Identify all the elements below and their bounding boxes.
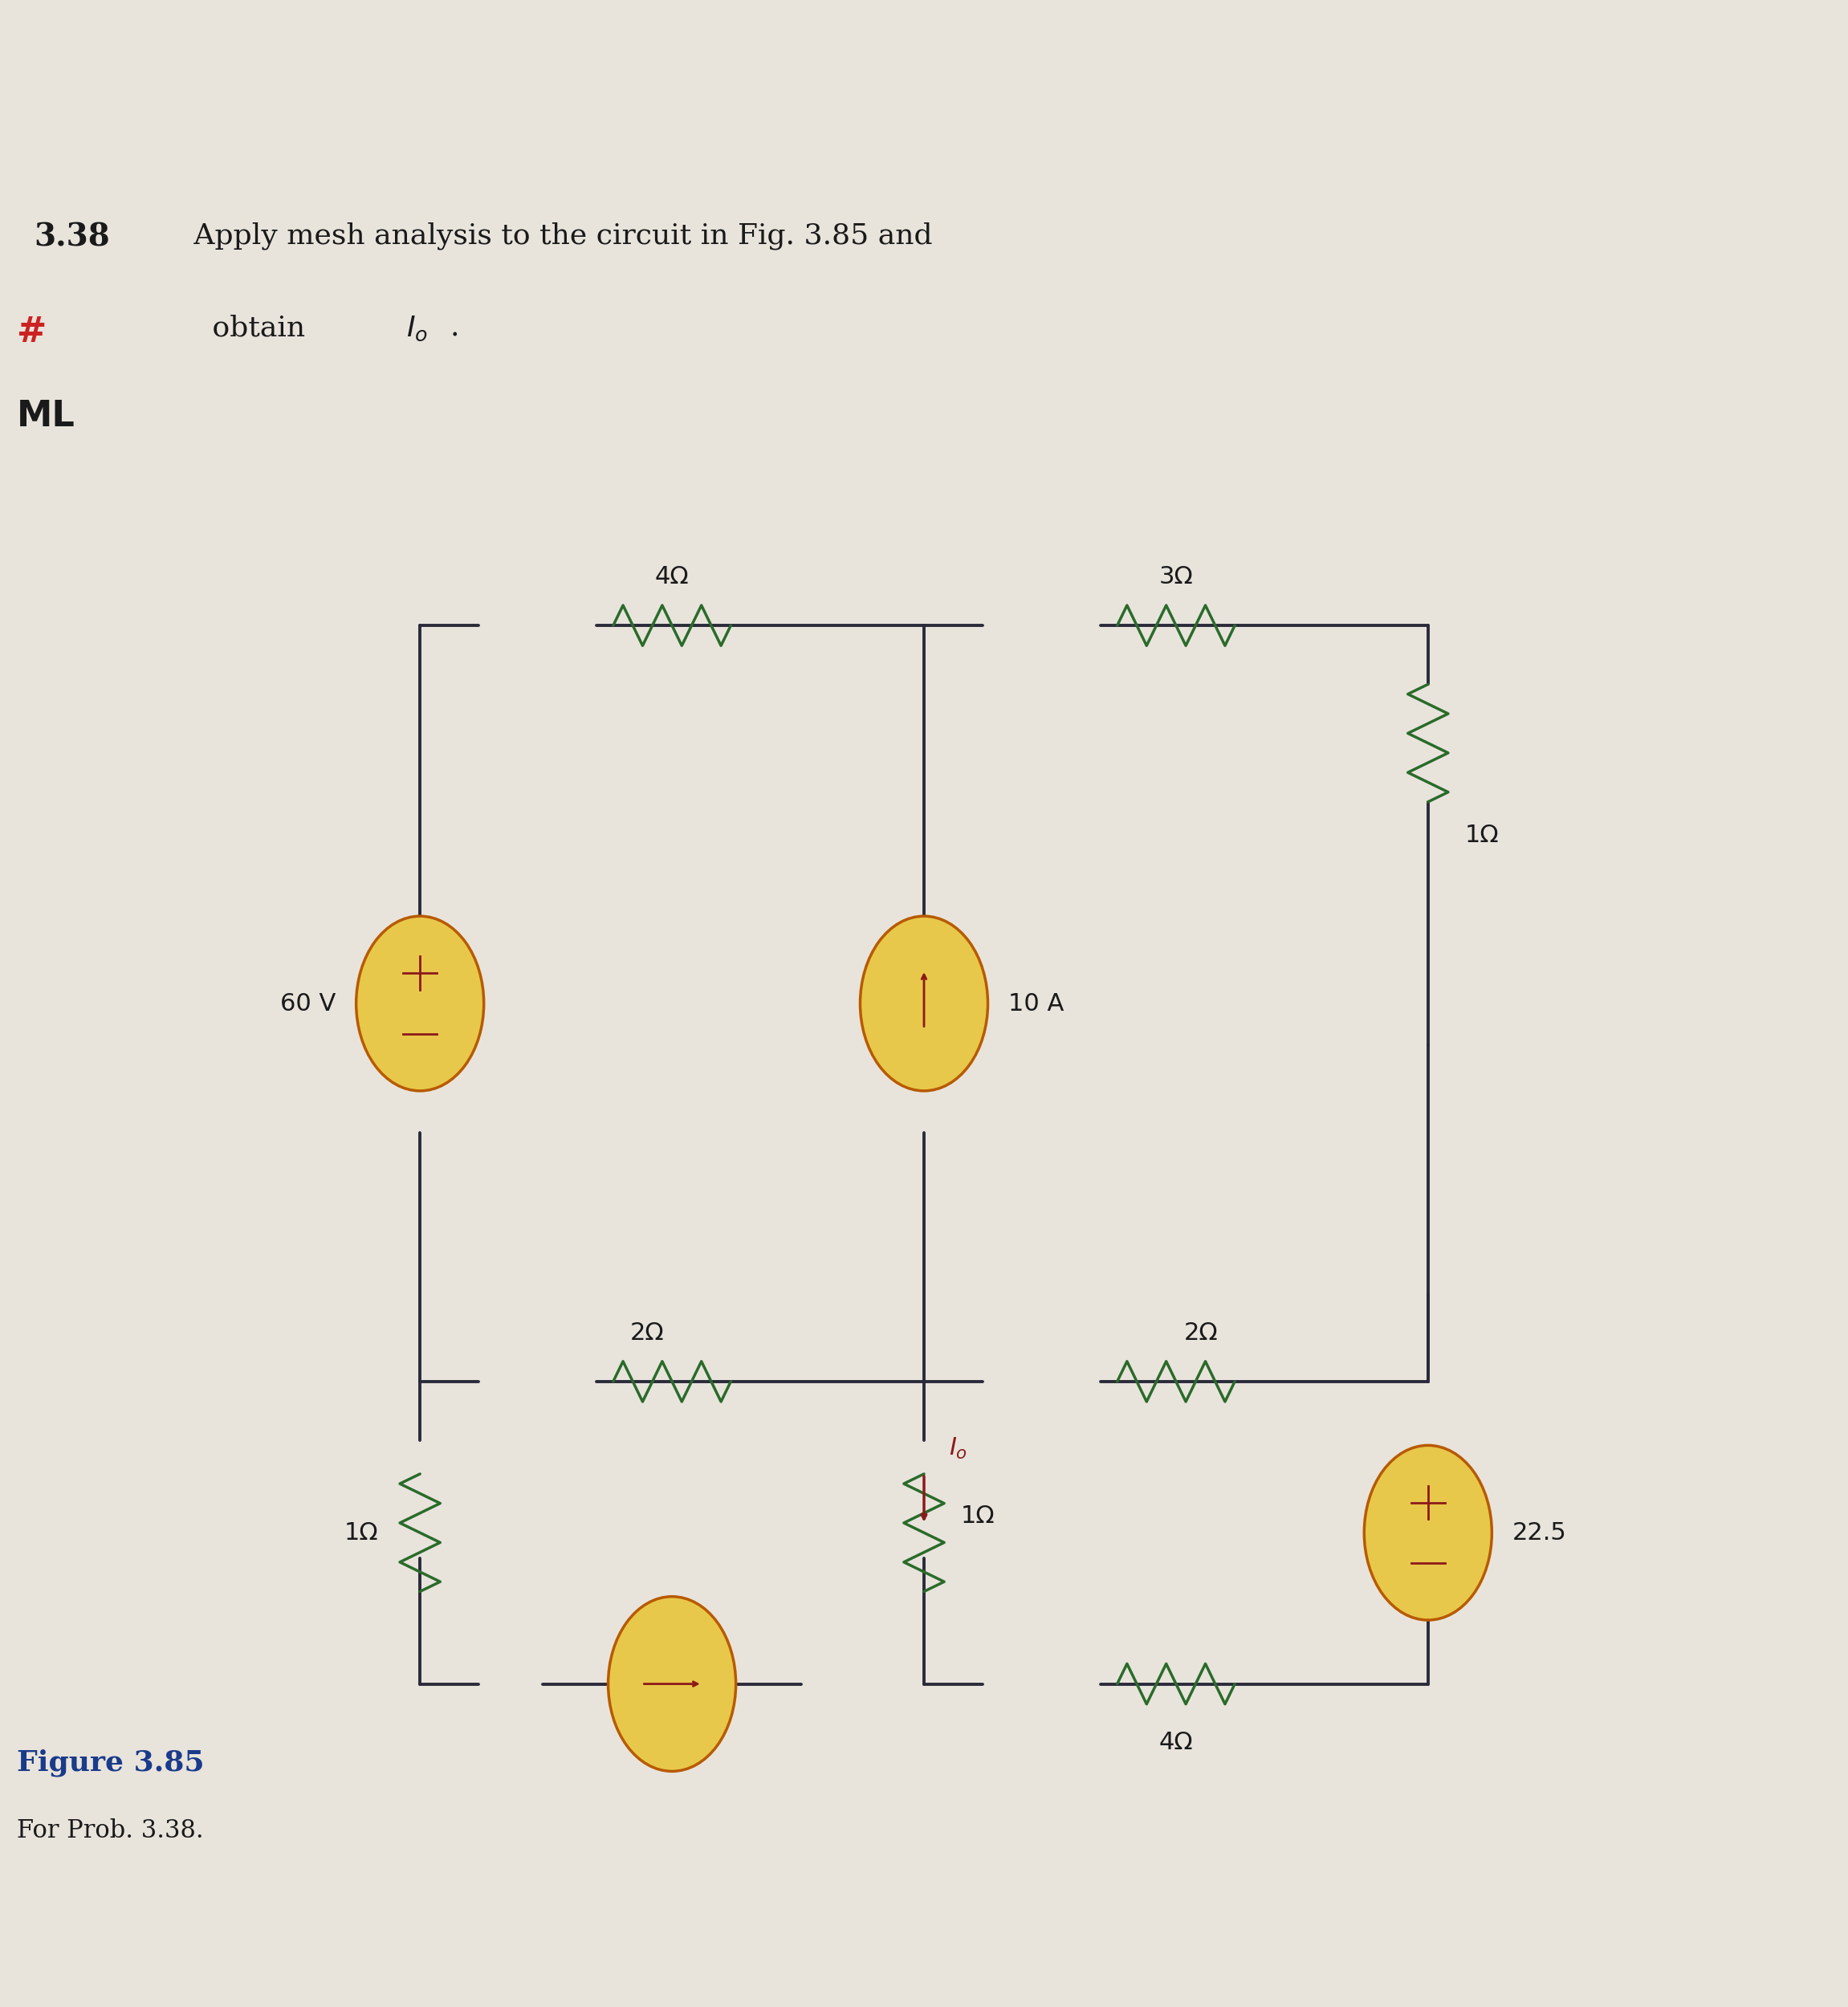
Text: 1Ω: 1Ω — [961, 1505, 996, 1527]
Text: #: # — [17, 315, 46, 349]
Text: 3.38: 3.38 — [33, 223, 109, 253]
Text: 60 V: 60 V — [281, 991, 336, 1016]
Text: Apply mesh analysis to the circuit in Fig. 3.85 and: Apply mesh analysis to the circuit in Fi… — [185, 223, 933, 251]
Text: .: . — [451, 315, 460, 341]
Ellipse shape — [859, 915, 989, 1092]
Text: 2Ω: 2Ω — [1185, 1321, 1218, 1345]
Text: 3Ω: 3Ω — [1159, 566, 1194, 588]
Text: obtain: obtain — [185, 315, 314, 341]
Text: Figure 3.85: Figure 3.85 — [17, 1748, 205, 1776]
Ellipse shape — [608, 1596, 736, 1772]
Ellipse shape — [357, 915, 484, 1092]
Text: 10 A: 10 A — [1007, 991, 1064, 1016]
Text: 1Ω: 1Ω — [344, 1521, 379, 1543]
Text: 22.5: 22.5 — [1512, 1521, 1567, 1543]
Text: 4Ω: 4Ω — [654, 566, 689, 588]
Text: 4Ω: 4Ω — [1159, 1730, 1194, 1754]
Ellipse shape — [1364, 1445, 1491, 1620]
Text: ML: ML — [17, 399, 76, 434]
Text: 2Ω: 2Ω — [630, 1321, 663, 1345]
Text: 5 A: 5 A — [652, 1742, 691, 1766]
Text: $I_o$: $I_o$ — [407, 315, 429, 343]
Text: For Prob. 3.38.: For Prob. 3.38. — [17, 1818, 203, 1844]
Text: $I_o$: $I_o$ — [950, 1437, 968, 1461]
Text: 1Ω: 1Ω — [1465, 823, 1499, 847]
